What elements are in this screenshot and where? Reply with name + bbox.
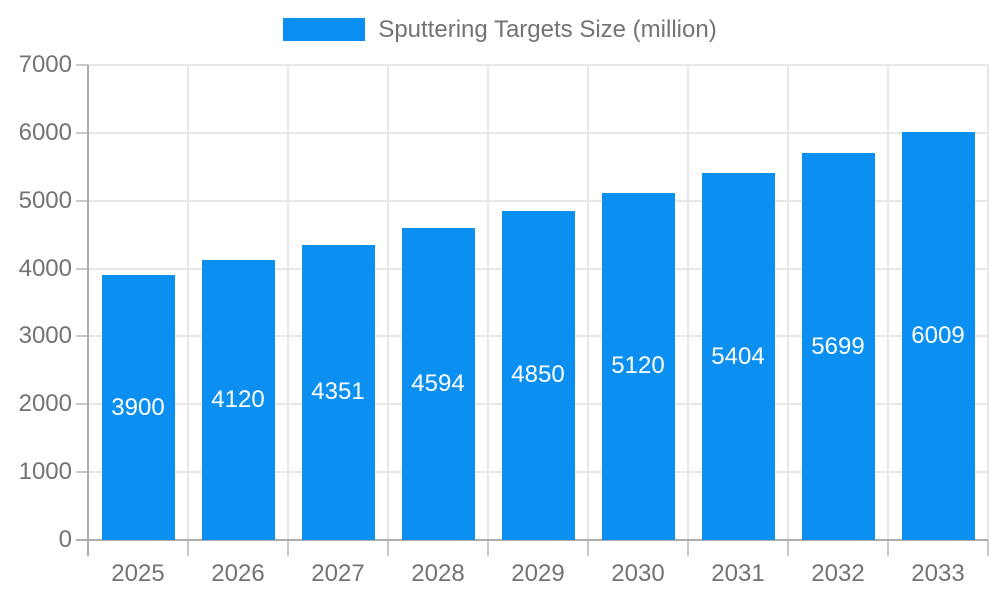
x-gridline [887,65,889,540]
legend-label: Sputtering Targets Size (million) [378,16,717,43]
x-gridline [687,65,689,540]
x-tick [987,540,989,556]
bar [301,244,375,540]
x-gridline [787,65,789,540]
y-axis-line [87,65,89,556]
x-gridline [187,65,189,540]
bar [401,228,475,540]
y-tick [76,403,88,406]
x-tick [687,540,689,556]
x-tick-label: 2028 [411,560,465,587]
bar [801,153,875,540]
x-tick-label: 2033 [911,560,965,587]
legend-swatch [283,18,366,41]
x-tick [887,540,889,556]
x-tick-label: 2032 [811,560,865,587]
bar [901,132,975,540]
bar [201,260,275,540]
x-tick-label: 2027 [311,560,365,587]
y-tick-label: 3000 [18,322,72,350]
bar [701,173,775,540]
bar-value-label: 4120 [211,386,265,414]
y-tick [76,199,88,202]
x-tick-label: 2026 [211,560,265,587]
y-tick-label: 2000 [18,390,72,418]
y-tick-label: 5000 [18,186,72,214]
x-tick [787,540,789,556]
x-tick-label: 2029 [511,560,565,587]
y-tick-label: 1000 [18,458,72,486]
x-tick [587,540,589,556]
bar-value-label: 5699 [811,332,865,360]
y-gridline [88,64,988,66]
x-tick [387,540,389,556]
x-gridline [487,65,489,540]
bar-value-label: 5120 [611,352,665,380]
y-tick [76,471,88,474]
x-tick-label: 2030 [611,560,665,587]
y-gridline [88,131,988,134]
x-gridline [587,65,589,540]
bar [501,210,575,540]
y-tick [76,267,88,270]
y-tick-label: 6000 [18,118,72,146]
y-gridline [88,199,988,202]
y-tick-label: 0 [58,526,72,553]
y-tick [76,335,88,338]
bar-value-label: 4351 [311,378,365,406]
x-gridline [987,65,989,540]
x-gridline [287,65,289,540]
x-gridline [387,65,389,540]
x-tick [187,540,189,556]
bar-value-label: 4850 [511,361,565,389]
x-tick [287,540,289,556]
x-axis-line [76,539,988,541]
bar-value-label: 3900 [111,393,165,421]
x-tick-label: 2031 [711,560,765,587]
x-tick-label: 2025 [111,560,165,587]
bar-value-label: 4594 [411,370,465,398]
x-tick [487,540,489,556]
bar [601,192,675,540]
y-tick [76,64,88,66]
bar [101,275,175,540]
y-tick-label: 4000 [18,254,72,282]
y-tick-label: 7000 [18,51,72,78]
y-tick [76,131,88,134]
bar-value-label: 5404 [711,342,765,370]
bar-value-label: 6009 [911,322,965,350]
legend[interactable]: Sputtering Targets Size (million) [0,17,1000,42]
